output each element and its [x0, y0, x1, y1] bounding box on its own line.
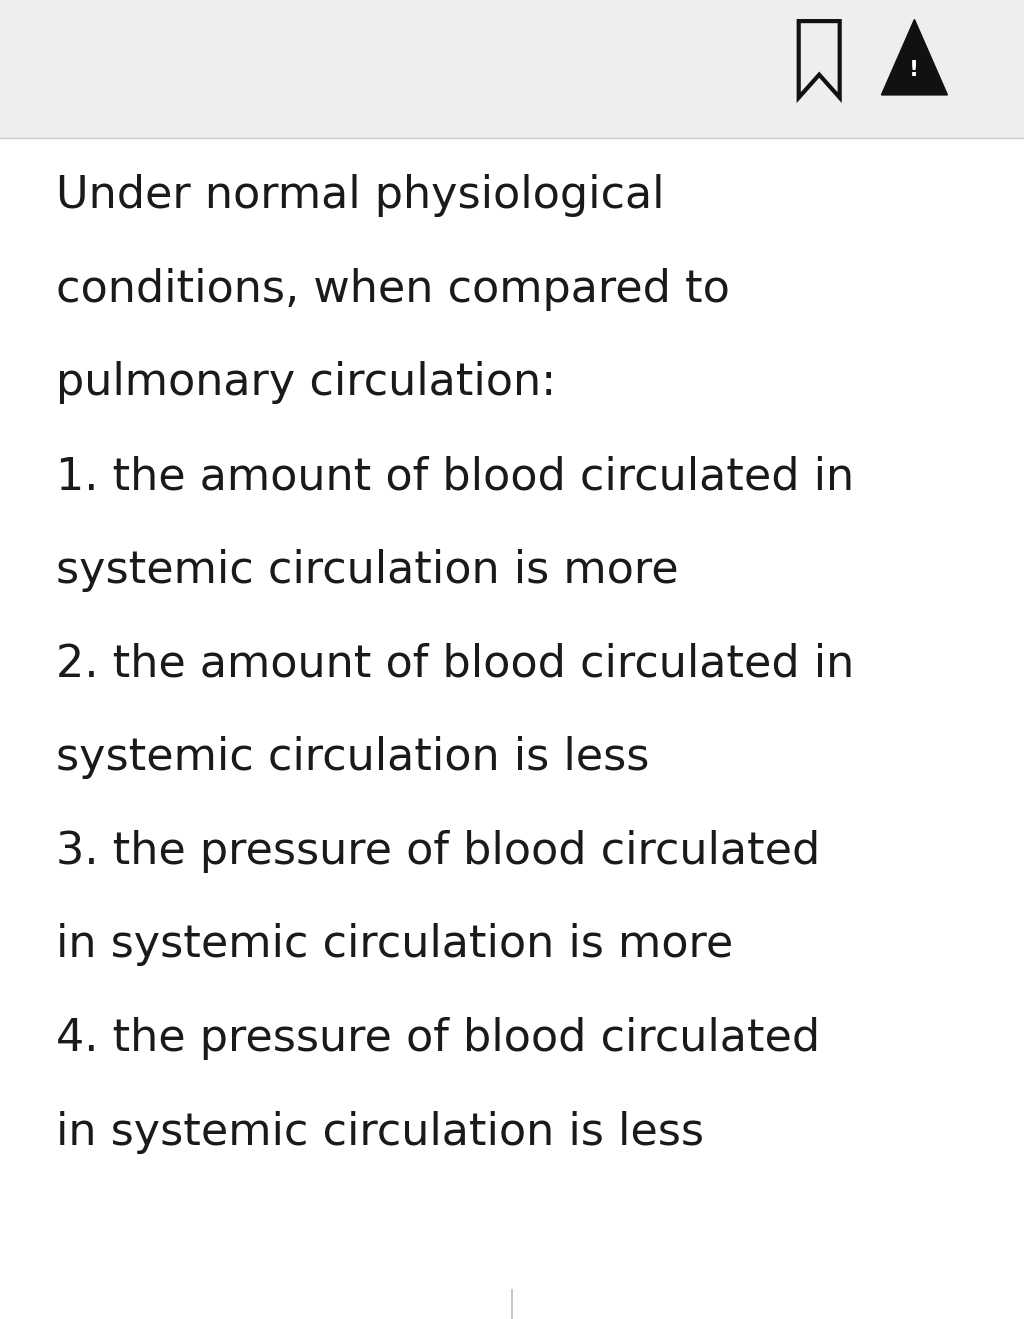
- Text: Under normal physiological: Under normal physiological: [56, 174, 665, 218]
- Text: 4. the pressure of blood circulated: 4. the pressure of blood circulated: [56, 1017, 820, 1060]
- Text: pulmonary circulation:: pulmonary circulation:: [56, 361, 557, 405]
- Text: !: !: [909, 59, 920, 80]
- Text: in systemic circulation is less: in systemic circulation is less: [56, 1111, 705, 1154]
- Text: 2. the amount of blood circulated in: 2. the amount of blood circulated in: [56, 642, 855, 686]
- FancyBboxPatch shape: [0, 0, 1024, 138]
- Text: conditions, when compared to: conditions, when compared to: [56, 268, 730, 311]
- Text: in systemic circulation is more: in systemic circulation is more: [56, 923, 733, 967]
- FancyBboxPatch shape: [0, 138, 1024, 1319]
- Text: systemic circulation is more: systemic circulation is more: [56, 549, 679, 592]
- Polygon shape: [882, 20, 947, 95]
- Text: 1. the amount of blood circulated in: 1. the amount of blood circulated in: [56, 455, 854, 499]
- Text: 3. the pressure of blood circulated: 3. the pressure of blood circulated: [56, 830, 820, 873]
- Text: systemic circulation is less: systemic circulation is less: [56, 736, 649, 780]
